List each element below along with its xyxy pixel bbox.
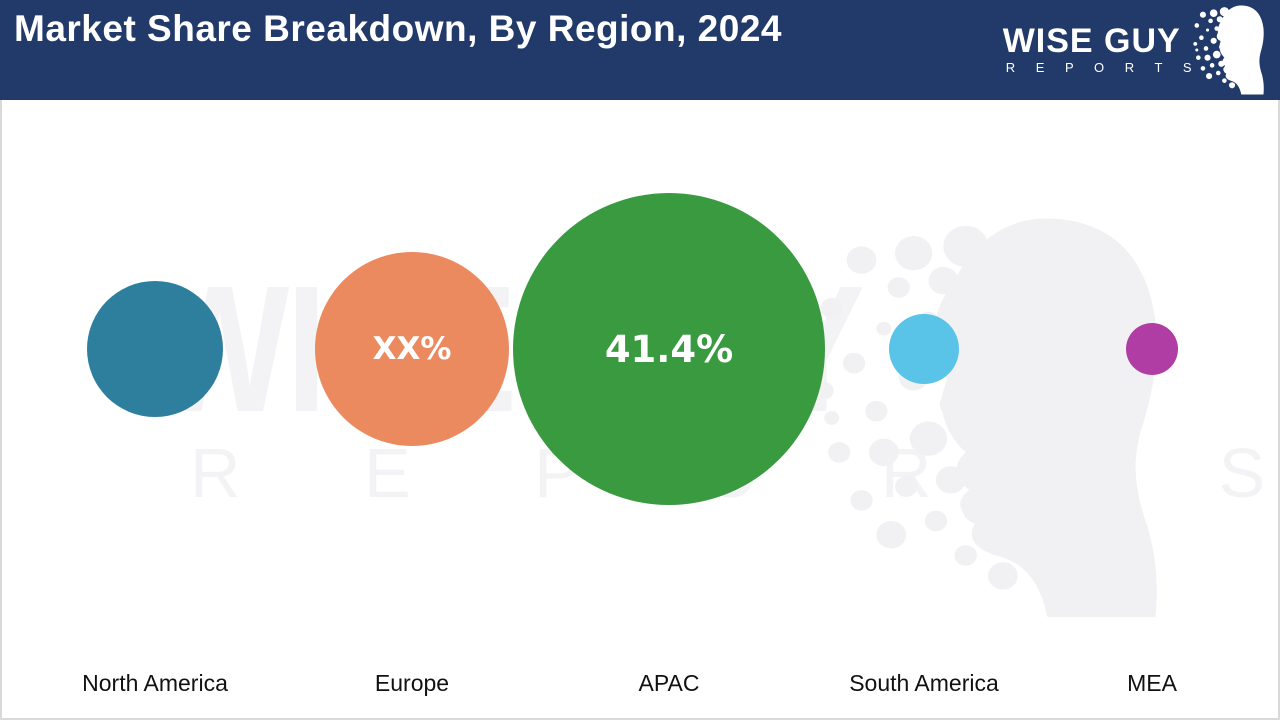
- bubble-mea: [1126, 323, 1178, 375]
- bubble-north-america: [87, 281, 223, 417]
- page-title: Market Share Breakdown, By Region, 2024: [14, 8, 782, 49]
- category-label-mea: MEA: [1127, 670, 1177, 696]
- bubble-apac: 41.4%: [513, 193, 825, 505]
- category-label-south-america: South America: [849, 670, 999, 696]
- bubble-south-america: [889, 314, 959, 384]
- brand-logo: WISE GUY R E P O R T S: [1003, 0, 1272, 100]
- bubble-value-label: XX%: [372, 331, 452, 367]
- category-label-apac: APAC: [638, 670, 700, 696]
- chart-area: WISE GUY R E P O R T S XX% 41.4% North A…: [0, 100, 1280, 720]
- brand-subtitle: R E P O R T S: [1005, 60, 1200, 76]
- bubble-value-label: 41.4%: [604, 327, 734, 371]
- brand-logo-text: WISE GUY R E P O R T S: [1003, 24, 1200, 75]
- watermark-head-profile-icon: [815, 218, 1157, 618]
- category-label-north-america: North America: [82, 670, 228, 696]
- bubble-europe: XX%: [315, 252, 509, 446]
- header: Market Share Breakdown, By Region, 2024 …: [0, 0, 1280, 100]
- dotted-head-profile-icon: [1193, 5, 1264, 95]
- brand-name: WISE GUY: [1002, 22, 1181, 61]
- category-label-europe: Europe: [374, 670, 450, 696]
